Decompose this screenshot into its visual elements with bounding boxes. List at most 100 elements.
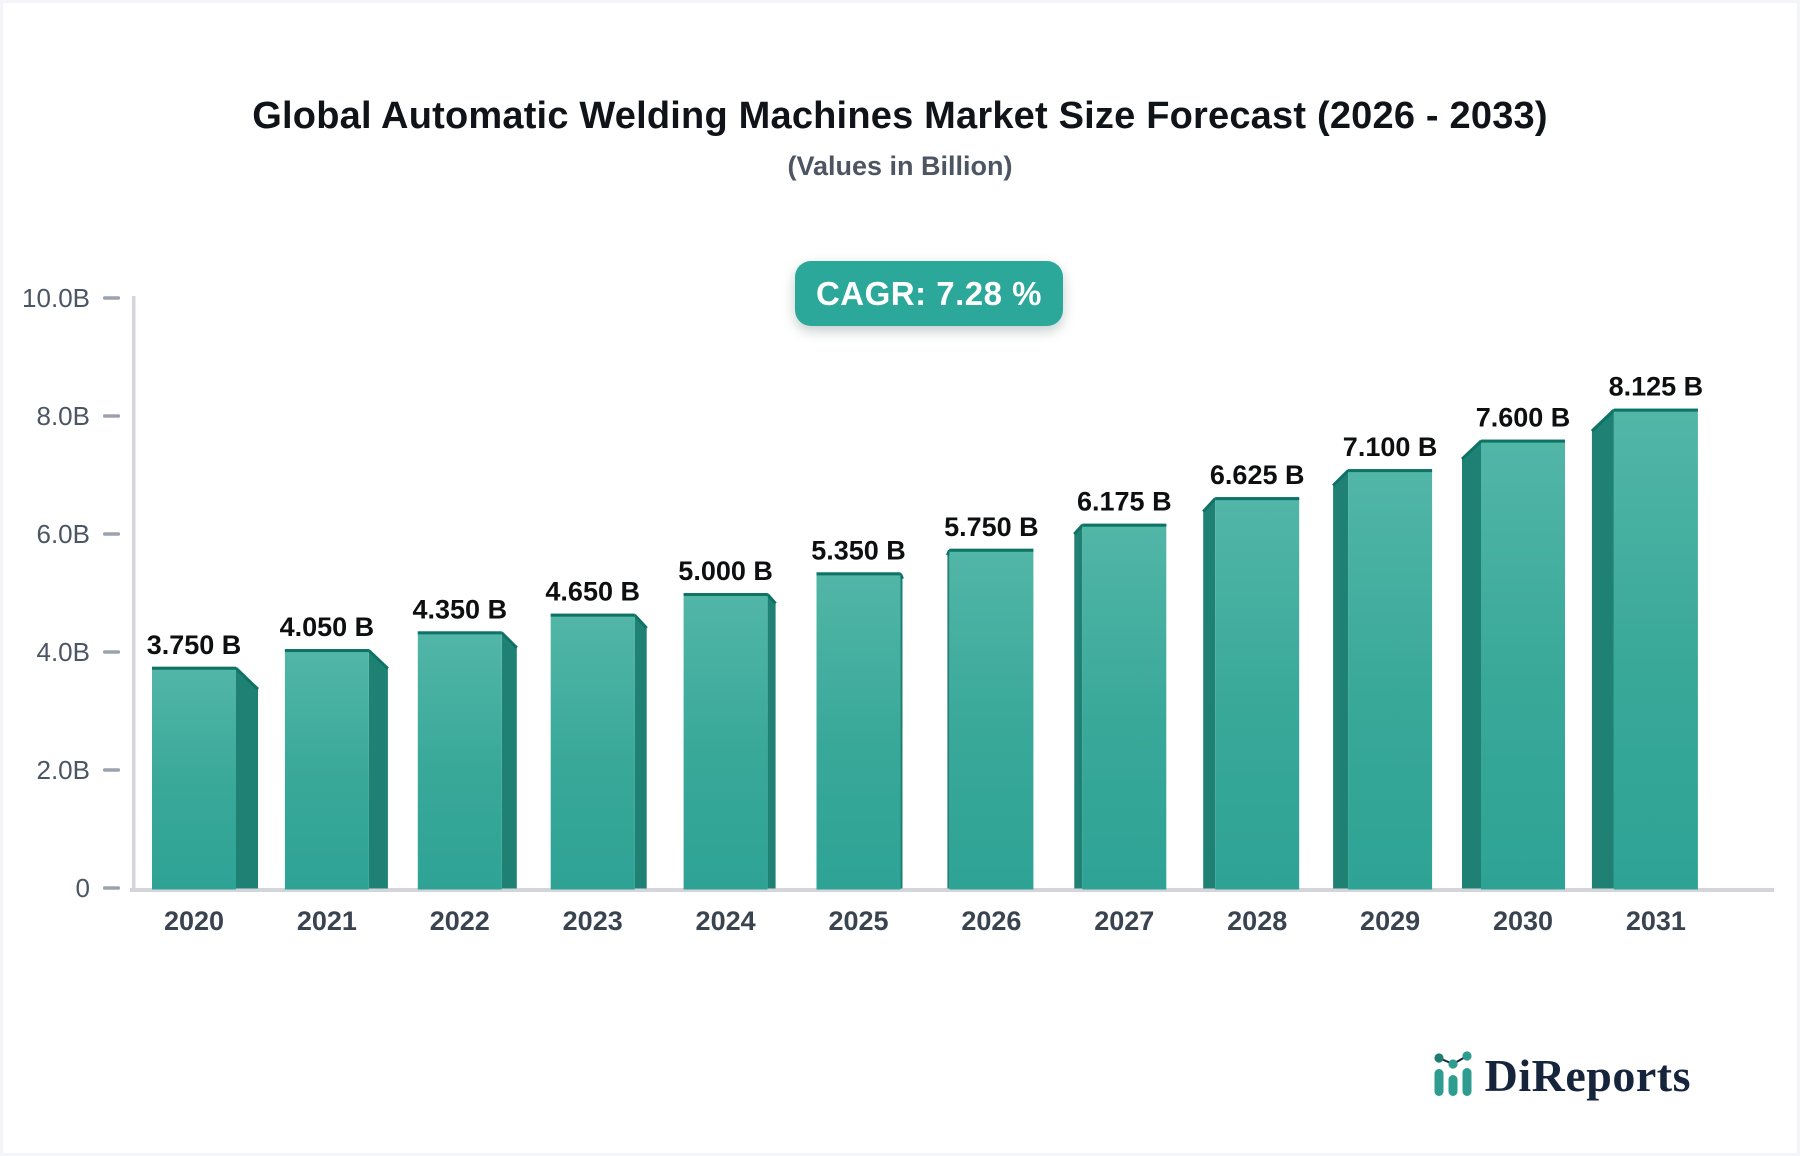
chart-subtitle: (Values in Billion) bbox=[787, 151, 1013, 181]
x-axis-label: 2028 bbox=[1227, 906, 1287, 936]
bar-top-edge bbox=[152, 666, 236, 670]
bar-front-face bbox=[1348, 469, 1433, 890]
bar-2026 bbox=[946, 548, 1034, 890]
bar-top-bevel bbox=[1073, 524, 1084, 536]
y-axis-tick bbox=[103, 886, 120, 890]
y-axis-tick bbox=[103, 650, 120, 654]
chart-title: Global Automatic Welding Machines Market… bbox=[252, 95, 1548, 137]
bar-top-edge bbox=[417, 631, 502, 635]
bar-side-face bbox=[368, 649, 388, 889]
brand-name: DiReports bbox=[1484, 1050, 1691, 1101]
bar-side-face bbox=[1462, 439, 1481, 889]
bar-top-edge bbox=[1215, 497, 1300, 501]
bar-front-face bbox=[683, 593, 768, 890]
bar-side-face bbox=[1203, 497, 1216, 889]
bar-value-label: 7.600 B bbox=[1476, 403, 1571, 433]
logo-bar-icon bbox=[1462, 1068, 1472, 1096]
x-axis-label: 2030 bbox=[1493, 906, 1553, 936]
bar-2024 bbox=[683, 593, 777, 890]
bar-top-edge bbox=[1613, 408, 1698, 412]
bar-top-bevel bbox=[1202, 497, 1217, 513]
chart-canvas: 10.0B 8.0B 6.0B 4.0B 2.0B 0 3.750 B 2020 4.050 B… bbox=[22, 283, 1774, 936]
bar-value-label: 7.100 B bbox=[1343, 432, 1438, 462]
logo-dot-icon bbox=[1462, 1051, 1472, 1061]
bar-2022 bbox=[417, 631, 518, 890]
y-axis-label: 6.0B bbox=[37, 519, 91, 549]
y-axis-label: 0 bbox=[76, 873, 90, 903]
bar-top-edge bbox=[550, 613, 635, 617]
bar-side-face bbox=[236, 666, 258, 889]
bar-front-face bbox=[949, 548, 1034, 890]
bar-front-face bbox=[152, 666, 236, 890]
bar-side-face bbox=[767, 593, 776, 889]
bar-2030 bbox=[1460, 439, 1565, 890]
cagr-badge: CAGR: 7.28 % bbox=[795, 261, 1063, 326]
bar-top-bevel bbox=[633, 614, 648, 630]
y-axis-tick bbox=[103, 414, 120, 418]
y-axis-tick bbox=[103, 532, 120, 536]
bar-top-bevel bbox=[899, 573, 904, 580]
bar-value-label: 4.650 B bbox=[545, 577, 640, 607]
x-axis-label: 2023 bbox=[563, 906, 623, 936]
cagr-badge-label: CAGR: 7.28 % bbox=[815, 274, 1043, 312]
direports-logo-icon bbox=[1434, 1051, 1472, 1096]
bar-value-label: 5.750 B bbox=[944, 512, 1039, 542]
x-axis-label: 2031 bbox=[1626, 906, 1686, 936]
x-axis-label: 2024 bbox=[696, 906, 756, 936]
bar-front-face bbox=[1082, 523, 1167, 890]
x-axis-label: 2022 bbox=[430, 906, 490, 936]
y-axis-label: 10.0B bbox=[22, 283, 90, 313]
bar-top-edge bbox=[683, 593, 768, 596]
bar-value-label: 5.000 B bbox=[678, 556, 773, 586]
x-axis-label: 2021 bbox=[297, 906, 357, 936]
bar-front-face bbox=[1481, 439, 1565, 890]
bar-side-face bbox=[1333, 469, 1349, 889]
bar-value-label: 4.050 B bbox=[280, 612, 375, 642]
bar-value-label: 3.750 B bbox=[147, 630, 242, 660]
bar-side-face bbox=[1074, 523, 1083, 889]
bar-top-bevel bbox=[367, 649, 389, 670]
y-axis-tick bbox=[103, 296, 120, 300]
bar-2023 bbox=[550, 613, 648, 890]
bar-top-edge bbox=[816, 572, 901, 576]
bar-front-face bbox=[1215, 497, 1300, 890]
bar-side-face bbox=[947, 548, 950, 889]
bar-2029 bbox=[1332, 469, 1433, 890]
logo-dot-icon bbox=[1448, 1059, 1458, 1069]
bar-top-bevel bbox=[1332, 469, 1350, 487]
y-axis-label: 2.0B bbox=[37, 755, 91, 785]
logo-bar-icon bbox=[1434, 1069, 1444, 1096]
y-axis-label: 8.0B bbox=[37, 401, 91, 431]
bar-top-bevel bbox=[946, 549, 951, 556]
bar-side-face bbox=[1591, 408, 1614, 889]
bar-top-bevel bbox=[1460, 440, 1483, 461]
x-axis-label: 2029 bbox=[1360, 906, 1420, 936]
y-axis-line bbox=[132, 296, 136, 892]
bar-value-label: 5.350 B bbox=[811, 535, 906, 565]
bar-side-face bbox=[634, 613, 647, 889]
bar-front-face bbox=[1613, 408, 1698, 890]
bar-front-face bbox=[550, 613, 635, 890]
bar-2027 bbox=[1073, 523, 1167, 890]
x-axis-label: 2020 bbox=[164, 906, 224, 936]
bar-top-edge bbox=[1481, 439, 1565, 443]
logo-dot-icon bbox=[1434, 1053, 1444, 1063]
bar-front-face bbox=[816, 572, 901, 890]
bar-value-label: 8.125 B bbox=[1609, 372, 1704, 402]
x-axis-label: 2025 bbox=[828, 906, 888, 936]
bar-top-bevel bbox=[1590, 409, 1615, 433]
bar-top-bevel bbox=[500, 631, 518, 649]
bar-side-face bbox=[900, 572, 903, 889]
bar-2025 bbox=[816, 572, 904, 890]
bar-front-face bbox=[284, 649, 369, 890]
brand-logo: DiReports bbox=[1434, 1050, 1691, 1099]
logo-bar-icon bbox=[1448, 1075, 1458, 1096]
bar-top-bevel bbox=[234, 667, 260, 691]
bar-top-edge bbox=[284, 649, 369, 653]
y-axis-label: 4.0B bbox=[37, 637, 91, 667]
bar-top-edge bbox=[1082, 523, 1167, 527]
bar-2020 bbox=[152, 666, 260, 890]
bar-2031 bbox=[1590, 408, 1698, 890]
bar-value-label: 6.625 B bbox=[1210, 460, 1305, 490]
